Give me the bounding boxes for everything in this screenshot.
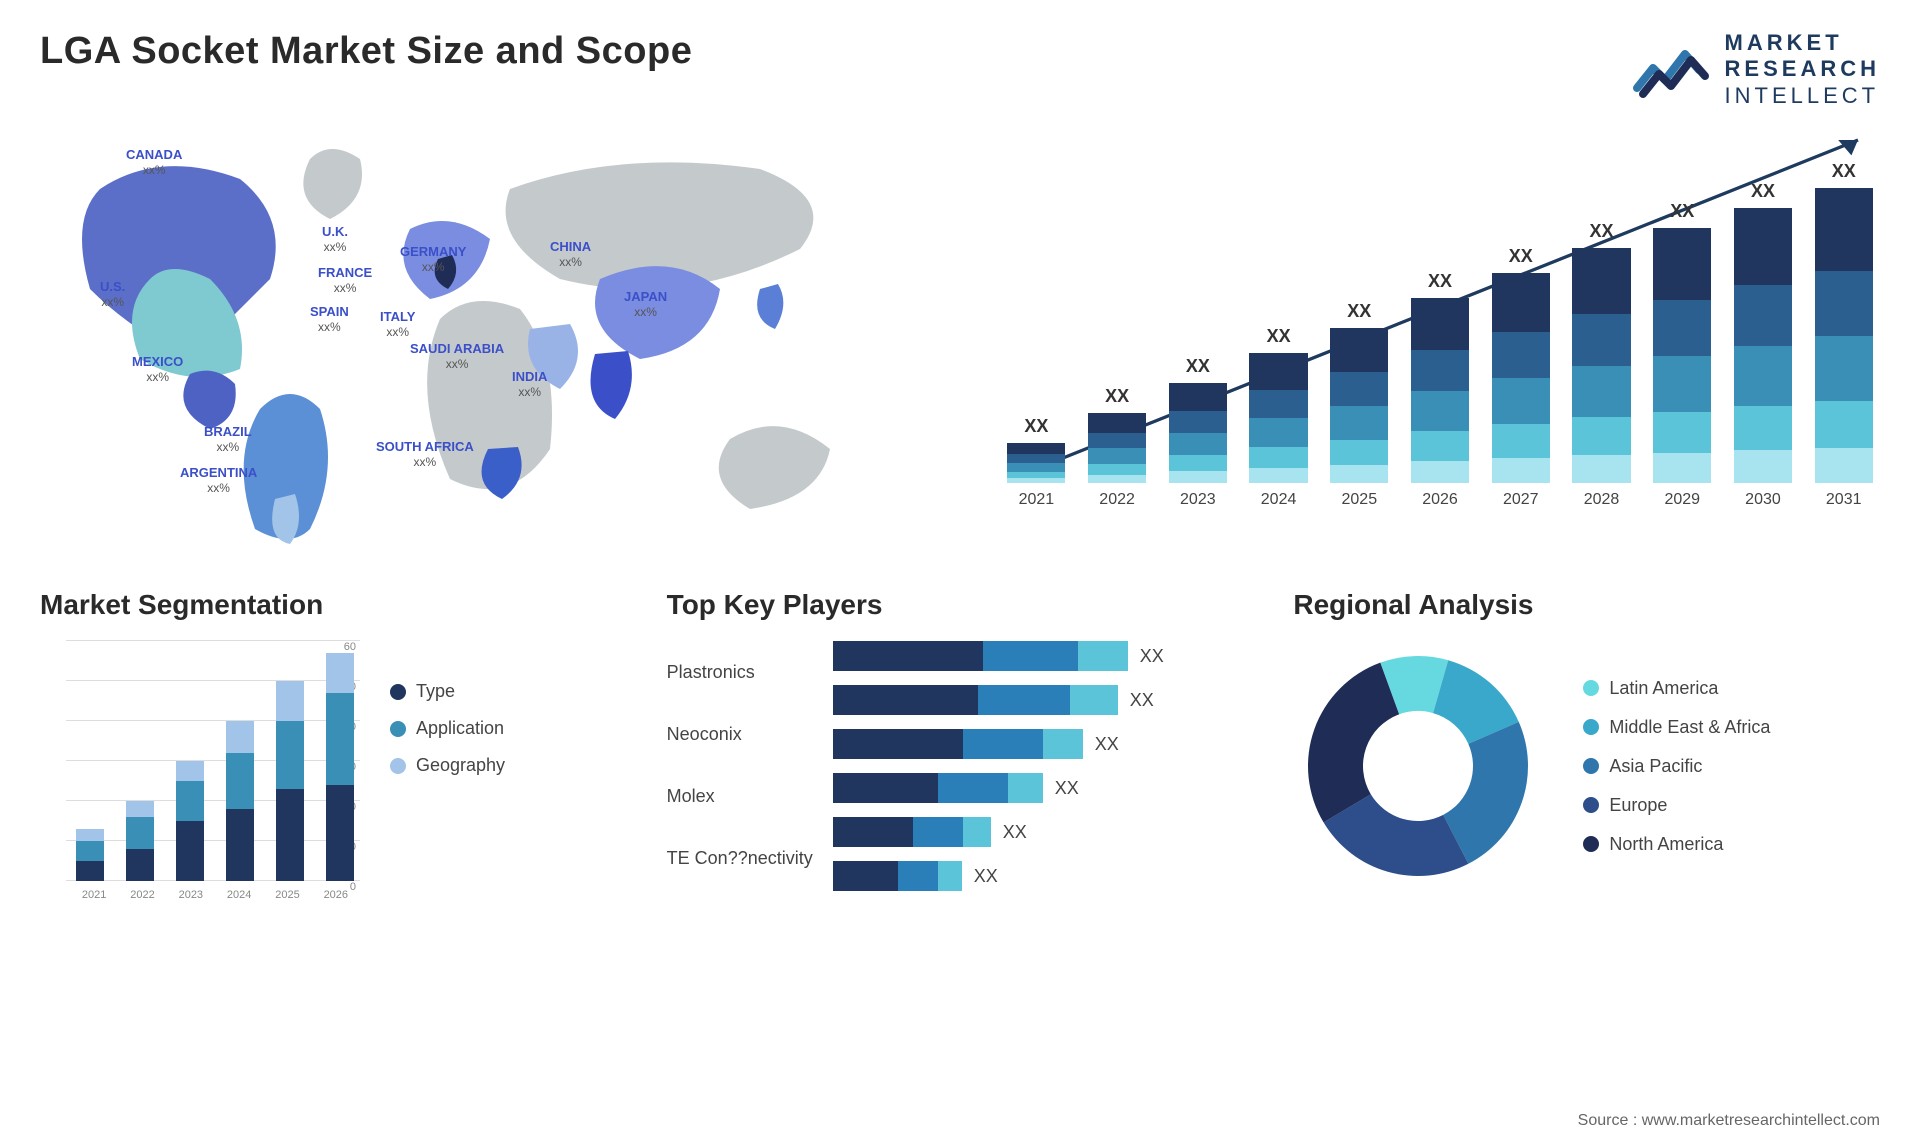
source-text: Source : www.marketresearchintellect.com: [1578, 1112, 1880, 1130]
legend-item: Asia Pacific: [1583, 756, 1770, 777]
segmentation-panel: Market Segmentation 01020304050602021202…: [40, 589, 627, 901]
segmentation-legend: Type Application Geography: [390, 681, 505, 776]
map-label: CHINAxx%: [550, 239, 591, 269]
growth-bar: XX2030: [1727, 181, 1800, 509]
legend-item: Geography: [390, 755, 505, 776]
growth-bar: XX2026: [1404, 271, 1477, 509]
player-row: XX: [833, 861, 1254, 891]
player-bars: XX XX XX XX XX XX: [833, 641, 1254, 891]
page-title: LGA Socket Market Size and Scope: [40, 30, 692, 73]
legend-item: Application: [390, 718, 505, 739]
logo-icon: [1633, 40, 1711, 100]
map-label: SPAINxx%: [310, 304, 349, 334]
player-row: XX: [833, 641, 1254, 671]
logo-line1: MARKET: [1725, 30, 1880, 56]
donut-chart: [1293, 641, 1543, 891]
growth-bar: XX2028: [1565, 221, 1638, 509]
growth-bar: XX2029: [1646, 201, 1719, 509]
map-label: U.S.xx%: [100, 279, 125, 309]
growth-bar: XX2031: [1807, 161, 1880, 509]
player-row: XX: [833, 773, 1254, 803]
map-label: JAPANxx%: [624, 289, 667, 319]
legend-item: Middle East & Africa: [1583, 717, 1770, 738]
growth-bar: XX2025: [1323, 301, 1396, 509]
map-label: SAUDI ARABIAxx%: [410, 341, 504, 371]
logo-line3: INTELLECT: [1725, 83, 1880, 109]
map-label: INDIAxx%: [512, 369, 547, 399]
world-map: [40, 129, 940, 549]
key-players-panel: Top Key Players PlastronicsNeoconixMolex…: [667, 589, 1254, 901]
legend-item: North America: [1583, 834, 1770, 855]
world-map-panel: CANADAxx% U.S.xx% MEXICOxx% BRAZILxx% ARGENT…: [40, 129, 940, 549]
map-label: BRAZILxx%: [204, 424, 252, 454]
map-label: U.K.xx%: [322, 224, 348, 254]
map-label: ITALYxx%: [380, 309, 415, 339]
key-players-title: Top Key Players: [667, 589, 1254, 621]
growth-bar: XX2024: [1242, 326, 1315, 509]
map-label: MEXICOxx%: [132, 354, 183, 384]
regional-title: Regional Analysis: [1293, 589, 1880, 621]
player-row: XX: [833, 729, 1254, 759]
player-names: PlastronicsNeoconixMolexTE Con??nectivit…: [667, 641, 813, 891]
map-label: SOUTH AFRICAxx%: [376, 439, 474, 469]
legend-item: Europe: [1583, 795, 1770, 816]
legend-item: Latin America: [1583, 678, 1770, 699]
growth-chart: XX2021XX2022XX2023XX2024XX2025XX2026XX20…: [1000, 129, 1880, 549]
legend-item: Type: [390, 681, 505, 702]
map-label: GERMANYxx%: [400, 244, 466, 274]
map-label: FRANCExx%: [318, 265, 372, 295]
regional-legend: Latin America Middle East & Africa Asia Pa…: [1583, 678, 1770, 855]
map-label: ARGENTINAxx%: [180, 465, 257, 495]
player-row: XX: [833, 817, 1254, 847]
brand-logo: MARKET RESEARCH INTELLECT: [1633, 30, 1880, 109]
regional-panel: Regional Analysis Latin America Middle Ea…: [1293, 589, 1880, 901]
growth-bar: XX2021: [1000, 416, 1073, 509]
growth-bar: XX2027: [1484, 246, 1557, 509]
segmentation-title: Market Segmentation: [40, 589, 627, 621]
logo-line2: RESEARCH: [1725, 56, 1880, 82]
segmentation-chart: 0102030405060202120222023202420252026: [40, 641, 360, 901]
player-row: XX: [833, 685, 1254, 715]
growth-bar: XX2022: [1081, 386, 1154, 509]
growth-bar: XX2023: [1161, 356, 1234, 509]
map-label: CANADAxx%: [126, 147, 182, 177]
